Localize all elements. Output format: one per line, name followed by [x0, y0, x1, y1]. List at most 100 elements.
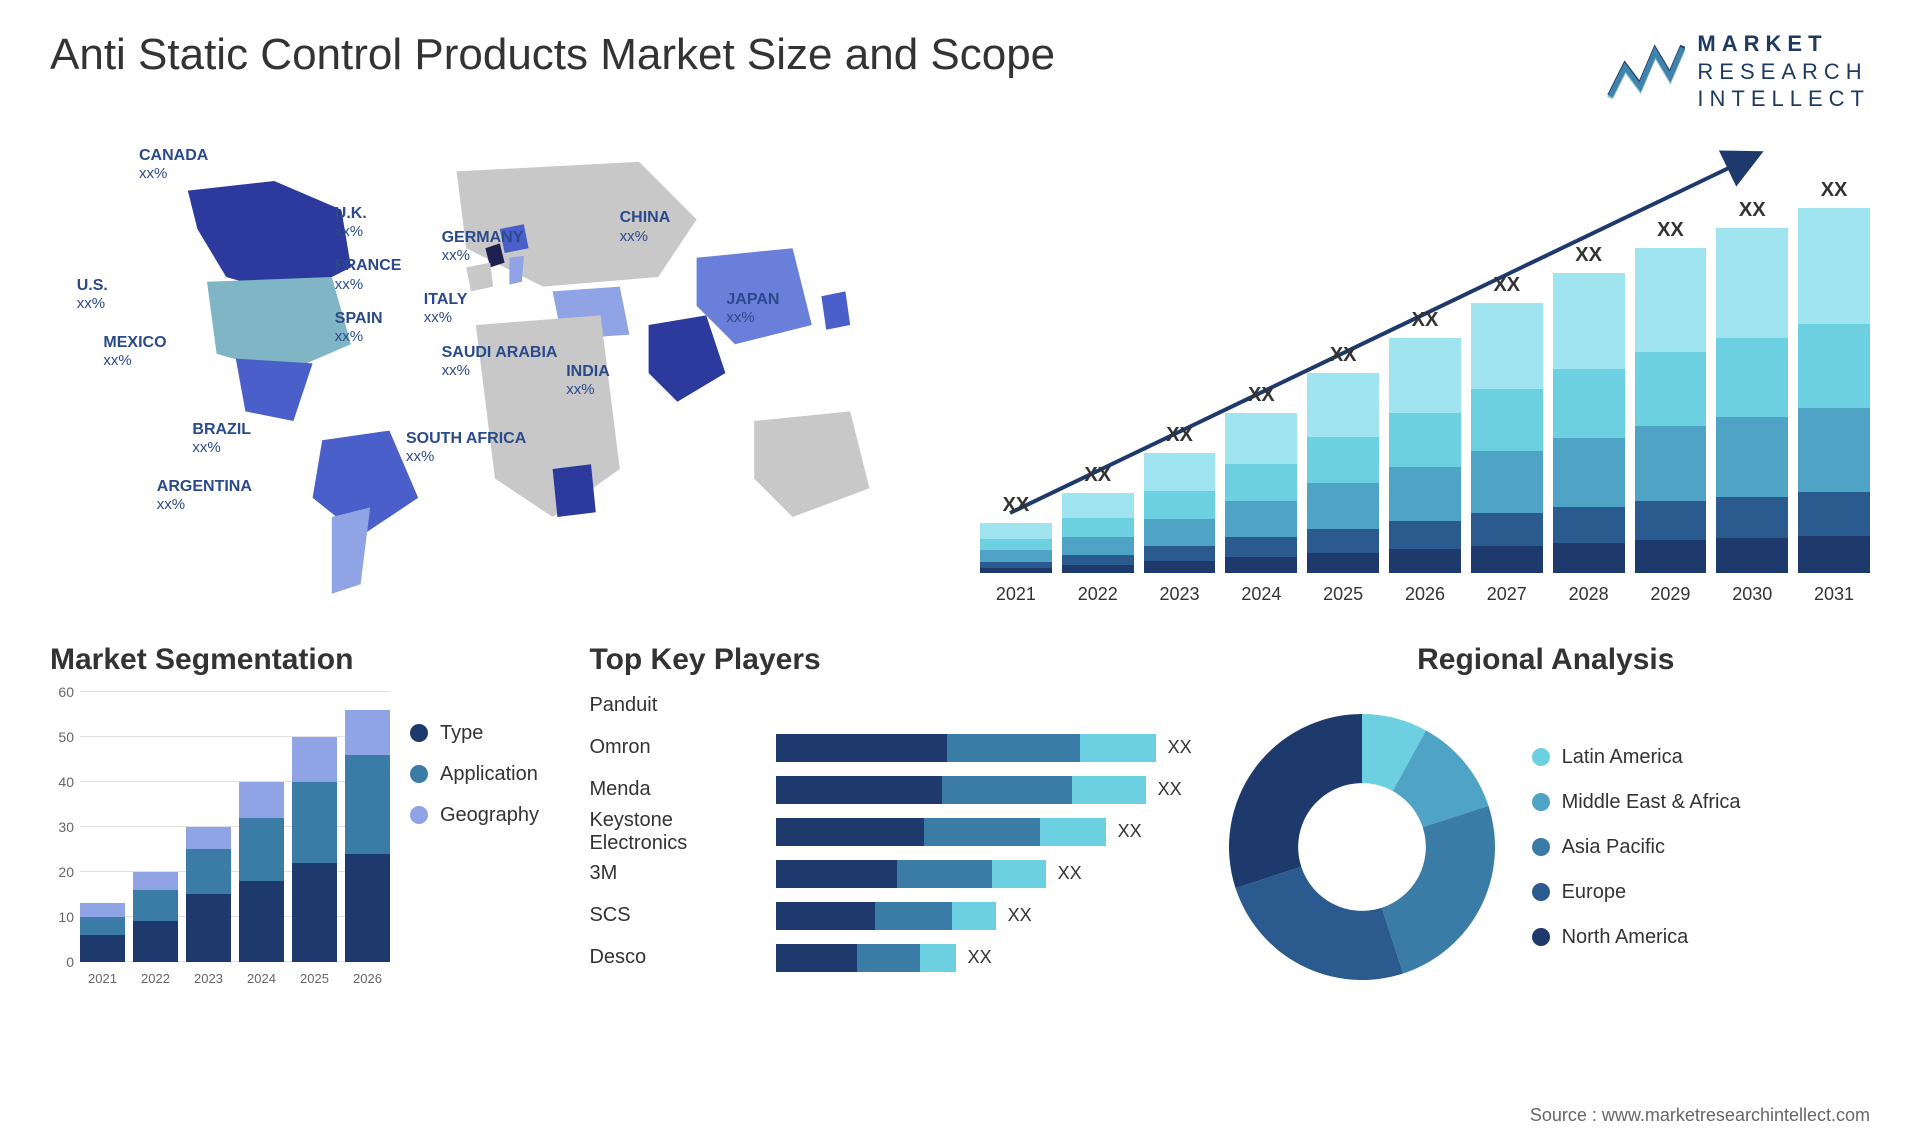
- region-legend-item: North America: [1532, 926, 1741, 949]
- player-label: Panduit: [589, 692, 657, 720]
- growth-bar-seg: [1798, 492, 1870, 536]
- growth-bar-seg: [1307, 529, 1379, 553]
- player-bar: [776, 902, 996, 930]
- growth-bar-seg: [1307, 553, 1379, 573]
- regional-panel: Regional Analysis Latin AmericaMiddle Ea…: [1222, 643, 1870, 1003]
- growth-bar-seg: [1062, 555, 1134, 565]
- segmentation-chart: 0102030405060 202120222023202420252026: [50, 692, 390, 992]
- seg-bar-year: 2024: [239, 971, 284, 986]
- map-label-italy: ITALYxx%: [424, 291, 468, 328]
- growth-bar-seg: [980, 523, 1052, 539]
- player-label: Menda: [589, 776, 650, 804]
- growth-bar-seg: [1716, 497, 1788, 538]
- region-legend-item: Middle East & Africa: [1532, 791, 1741, 814]
- growth-bar-seg: [1798, 408, 1870, 492]
- growth-bar-seg: [980, 539, 1052, 551]
- seg-bar-segment: [133, 890, 178, 922]
- growth-bar-seg: [1144, 491, 1216, 519]
- growth-bar-seg: [980, 550, 1052, 562]
- logo-line2: RESEARCH: [1697, 58, 1870, 86]
- player-bar: [776, 944, 956, 972]
- map-label-saudiarabia: SAUDI ARABIAxx%: [442, 344, 558, 381]
- growth-bar-seg: [1471, 451, 1543, 513]
- growth-bar-value: XX: [1144, 424, 1216, 447]
- regional-donut: [1222, 707, 1502, 987]
- seg-bar-segment: [186, 849, 231, 894]
- growth-bar-seg: [1144, 519, 1216, 547]
- player-value: XX: [1058, 863, 1082, 884]
- growth-bar-seg: [1635, 248, 1707, 352]
- legend-label: Latin America: [1562, 746, 1683, 769]
- logo-line1: MARKET: [1697, 30, 1870, 58]
- growth-bar-year: 2027: [1471, 584, 1543, 605]
- map-region-australia: [754, 411, 869, 517]
- growth-bar-value: XX: [1635, 219, 1707, 242]
- segmentation-panel: Market Segmentation 0102030405060 202120…: [50, 643, 559, 1003]
- growth-bar-seg: [1553, 273, 1625, 369]
- seg-ytick: 60: [58, 684, 74, 700]
- growth-bar-seg: [1307, 373, 1379, 437]
- growth-bar-seg: [1471, 389, 1543, 451]
- growth-bar-seg: [1225, 501, 1297, 538]
- player-bar-seg: [875, 902, 952, 930]
- growth-bar-seg: [1225, 413, 1297, 464]
- map-label-canada: CANADAxx%: [139, 147, 208, 184]
- growth-bar-seg: [1553, 369, 1625, 438]
- seg-bar-2021: 2021: [80, 903, 125, 962]
- player-value: XX: [1008, 905, 1032, 926]
- map-region-s-africa: [553, 464, 596, 517]
- seg-bar-2026: 2026: [345, 710, 390, 962]
- map-label-argentina: ARGENTINAxx%: [157, 478, 252, 515]
- growth-bar-seg: [1716, 228, 1788, 338]
- map-label-germany: GERMANYxx%: [442, 229, 524, 266]
- growth-bar-seg: [1389, 413, 1461, 467]
- growth-bar-seg: [1471, 303, 1543, 389]
- region-legend-item: Latin America: [1532, 746, 1741, 769]
- seg-bar-segment: [80, 917, 125, 935]
- player-bar-seg: [992, 860, 1046, 888]
- legend-swatch: [410, 806, 428, 824]
- seg-bar-2023: 2023: [186, 827, 231, 962]
- player-label: Omron: [589, 734, 650, 762]
- player-label: Keystone Electronics: [589, 818, 760, 846]
- legend-swatch: [410, 765, 428, 783]
- seg-ytick: 40: [58, 774, 74, 790]
- seg-legend-item: Geography: [410, 804, 539, 827]
- region-legend-item: Asia Pacific: [1532, 836, 1741, 859]
- legend-label: Application: [440, 763, 538, 786]
- seg-bar-segment: [292, 782, 337, 863]
- legend-swatch: [1532, 928, 1550, 946]
- seg-ytick: 50: [58, 729, 74, 745]
- growth-bar-value: XX: [1225, 384, 1297, 407]
- growth-chart-panel: XX2021XX2022XX2023XX2024XX2025XX2026XX20…: [980, 133, 1870, 613]
- map-label-china: CHINAxx%: [620, 209, 671, 246]
- map-label-japan: JAPANxx%: [726, 291, 779, 328]
- growth-bar-seg: [1307, 483, 1379, 529]
- growth-bar-seg: [1471, 513, 1543, 545]
- growth-bar-2024: XX2024: [1225, 384, 1297, 573]
- seg-bar-segment: [186, 827, 231, 850]
- map-region-india: [649, 315, 726, 401]
- growth-bar-seg: [1062, 565, 1134, 573]
- growth-bar-seg: [1716, 338, 1788, 417]
- growth-bar-value: XX: [1389, 309, 1461, 332]
- growth-bar-seg: [1389, 338, 1461, 413]
- growth-bar-2022: XX2022: [1062, 464, 1134, 573]
- logo-line3: INTELLECT: [1697, 85, 1870, 113]
- growth-bar-seg: [1716, 538, 1788, 573]
- map-region-mexico: [236, 358, 313, 420]
- growth-bar-seg: [1062, 518, 1134, 536]
- growth-bar-seg: [1307, 437, 1379, 483]
- seg-bar-2022: 2022: [133, 872, 178, 962]
- growth-bar-seg: [1225, 557, 1297, 573]
- seg-bar-segment: [239, 881, 284, 962]
- seg-bar-segment: [292, 737, 337, 782]
- growth-bar-value: XX: [1798, 179, 1870, 202]
- player-bar-seg: [924, 818, 1040, 846]
- growth-bar-seg: [1553, 543, 1625, 573]
- seg-legend-item: Application: [410, 763, 539, 786]
- player-bar-seg: [942, 776, 1072, 804]
- growth-bar-seg: [1635, 426, 1707, 501]
- seg-bar-year: 2025: [292, 971, 337, 986]
- growth-bar-year: 2025: [1307, 584, 1379, 605]
